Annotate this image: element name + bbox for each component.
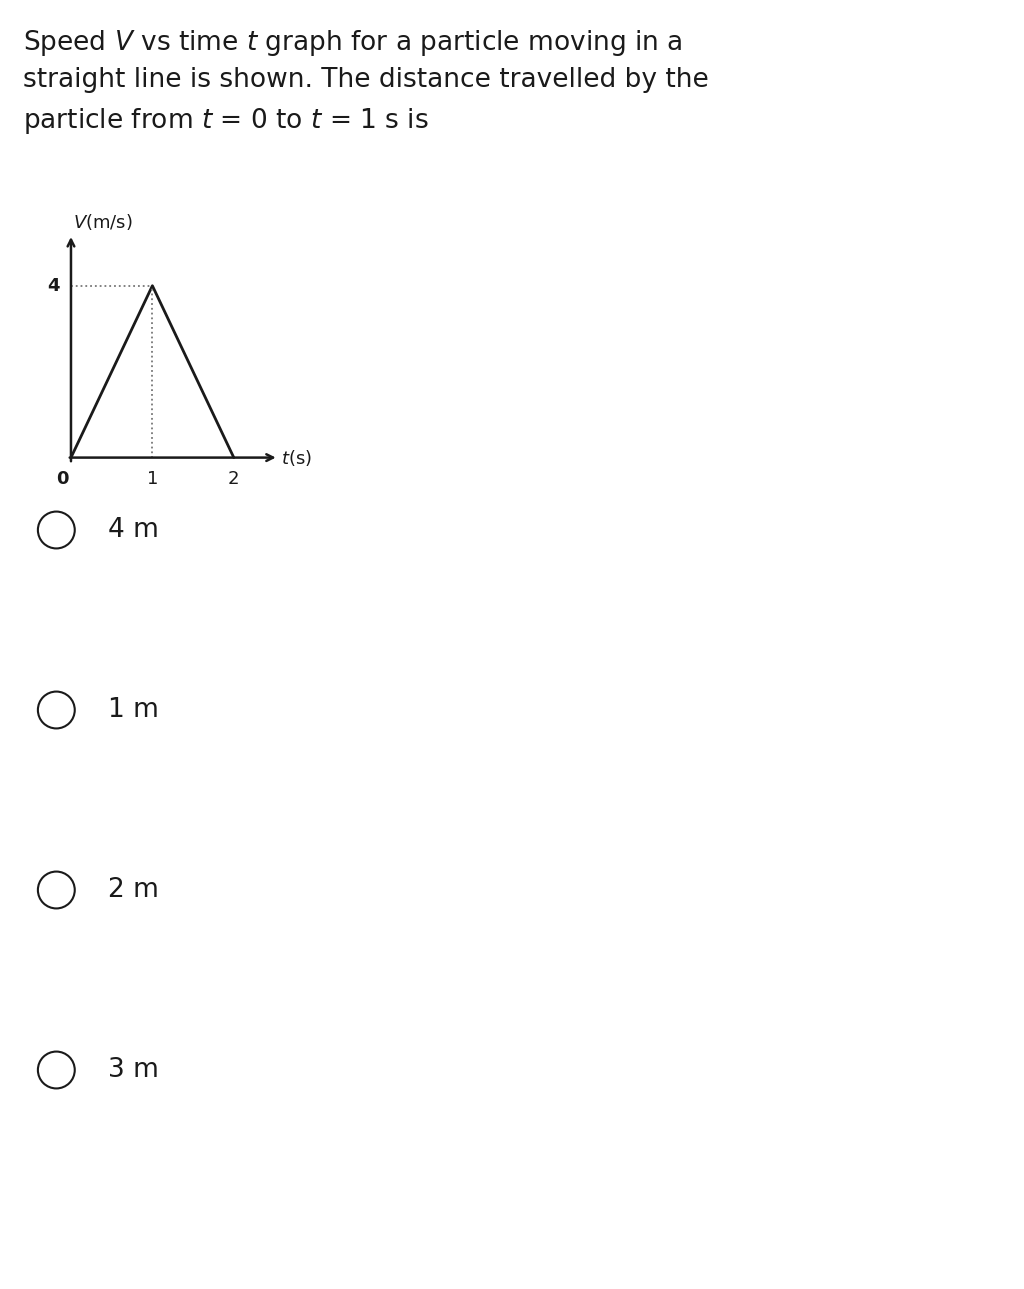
Text: $\mathit{t}$(s): $\mathit{t}$(s)	[281, 447, 312, 468]
Text: Speed $\mathit{V}$ vs time $\mathit{t}$ graph for a particle moving in a: Speed $\mathit{V}$ vs time $\mathit{t}$ …	[23, 28, 682, 58]
Text: 4 m: 4 m	[108, 517, 159, 543]
Text: 0: 0	[56, 469, 69, 487]
Text: 3 m: 3 m	[108, 1057, 159, 1083]
Text: 1 m: 1 m	[108, 697, 159, 723]
Text: particle from $\mathit{t}$ = 0 to $\mathit{t}$ = 1 s is: particle from $\mathit{t}$ = 0 to $\math…	[23, 106, 428, 135]
Text: 2: 2	[228, 469, 240, 487]
Text: $\mathit{V}$(m/s): $\mathit{V}$(m/s)	[73, 211, 132, 232]
Text: 4: 4	[47, 277, 59, 295]
Text: 2 m: 2 m	[108, 877, 159, 904]
Text: 1: 1	[146, 469, 158, 487]
Text: straight line is shown. The distance travelled by the: straight line is shown. The distance tra…	[23, 67, 709, 93]
